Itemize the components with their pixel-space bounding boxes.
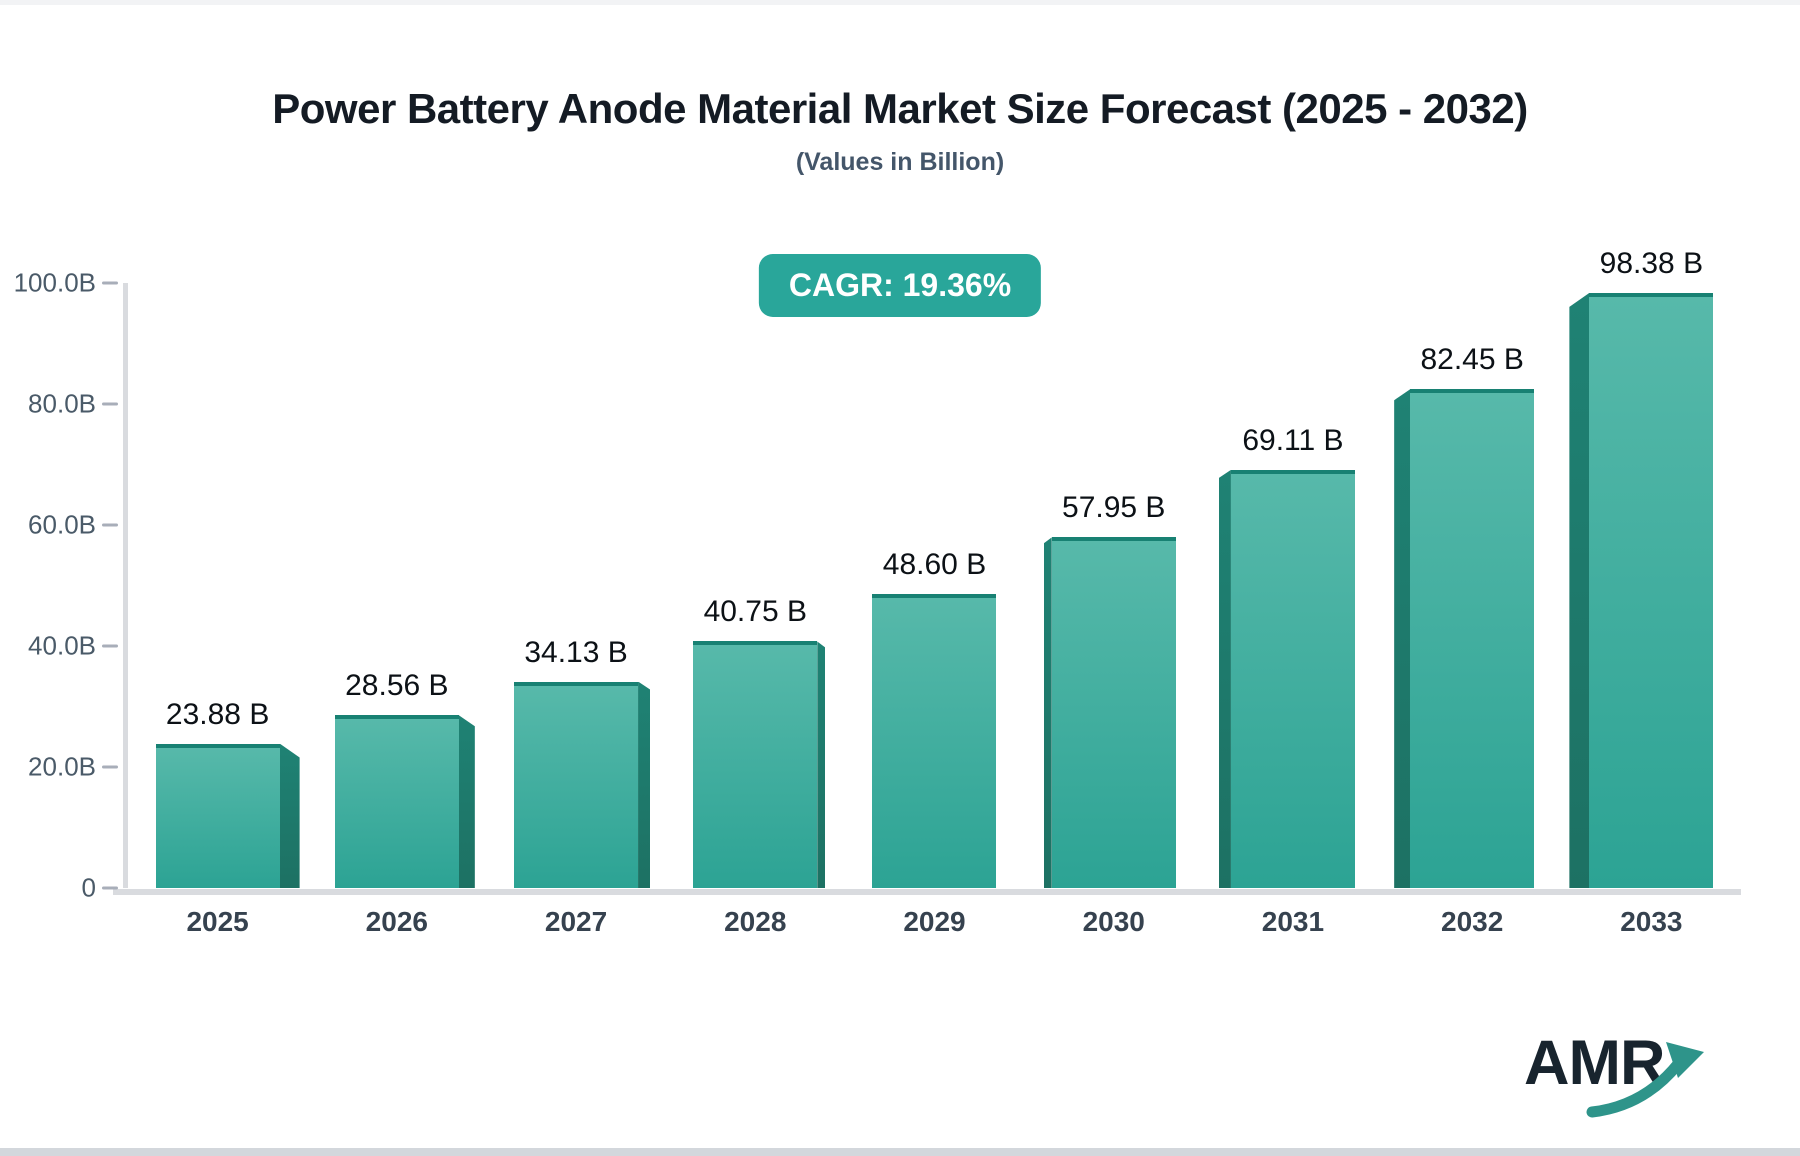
bar-side-face [1569,292,1590,888]
y-axis-tick-mark [102,765,118,769]
x-axis-label: 2028 [724,906,787,937]
bar-2030[interactable]: 57.95 B [1024,283,1203,888]
bar-2027[interactable]: 34.13 B [486,283,665,888]
y-axis-tick-label: 40.0B [28,630,96,661]
bar-value-label: 82.45 B [1420,343,1524,377]
bar-front-face [155,743,280,888]
bar-side-face [458,715,475,888]
chart-title: Power Battery Anode Material Market Size… [272,85,1528,132]
bar-front-face [1051,537,1176,888]
bar-2028[interactable]: 40.75 B [666,283,845,888]
x-axis-label: 2027 [544,906,608,937]
chart-subtitle: (Values in Billion) [795,148,1005,176]
x-axis-label: 2033 [1620,906,1683,937]
y-axis-tick-label: 100.0B [13,267,96,298]
trend-up-arrow-icon [1586,1042,1704,1118]
bar-side-face [817,641,826,888]
y-axis-line [123,283,128,888]
bar-front-face [1589,292,1714,888]
bar-side-face [638,681,651,888]
bar-side-face [1394,389,1411,888]
plot-area: 0 20.0B 40.0B 60.0B 80.0B 100.0B 23.88 B 2025 28… [14,247,1741,937]
page-bottom-strip [0,1148,1800,1156]
bar-side-face [1218,469,1231,888]
x-axis-label: 2031 [1261,906,1325,937]
amr-logo-text: AMR [1524,1028,1665,1098]
x-axis-label: 2032 [1441,906,1504,937]
x-axis-label: 2025 [186,906,249,937]
x-axis-label: 2030 [1082,906,1145,937]
y-axis-tick-mark [102,402,118,406]
bar-2025[interactable]: 23.88 B [128,283,307,888]
y-axis-tick-label: 60.0B [28,509,96,540]
bar-value-label: 48.60 B [882,547,987,581]
bar-front-face [693,641,818,888]
y-axis-tick-label: 20.0B [28,751,96,782]
y-axis-tick-mark [102,281,118,285]
bar-value-label: 69.11 B [1242,423,1344,457]
bar-2033[interactable]: 98.38 B [1562,247,1741,888]
bar-2029[interactable]: 48.60 B [845,283,1024,888]
bar-value-label: 28.56 B [345,669,449,703]
bar-value-label: 23.88 B [165,697,270,731]
bar-front-face [514,681,639,888]
bar-2031[interactable]: 69.11 B [1203,283,1382,888]
bar-side-face [1043,537,1052,888]
y-axis-tick-label: 80.0B [28,388,96,419]
x-axis-label: 2029 [903,906,966,937]
bar-front-face [872,593,997,888]
bar-side-face [279,743,300,888]
bar-value-label: 34.13 B [524,635,628,669]
amr-logo: AMR [1524,1032,1784,1132]
y-axis-tick-label: 0 [81,872,96,903]
bar-2032[interactable]: 82.45 B [1383,283,1562,888]
x-axis-line [113,889,1741,895]
y-axis-tick-mark [102,523,118,527]
y-axis-tick-mark [102,644,118,648]
page-top-strip [0,0,1800,5]
bar-front-face [334,715,459,888]
bar-value-label: 40.75 B [703,595,807,629]
bar-front-face [1230,469,1355,888]
bar-value-label: 57.95 B [1062,491,1166,525]
cagr-badge: CAGR: 19.36% [758,254,1042,317]
bar-value-label: 98.38 B [1599,246,1704,280]
y-axis-tick-mark [102,886,118,890]
bar-2026[interactable]: 28.56 B [307,283,486,888]
bar-front-face [1410,389,1535,888]
x-axis-label: 2026 [365,906,428,937]
